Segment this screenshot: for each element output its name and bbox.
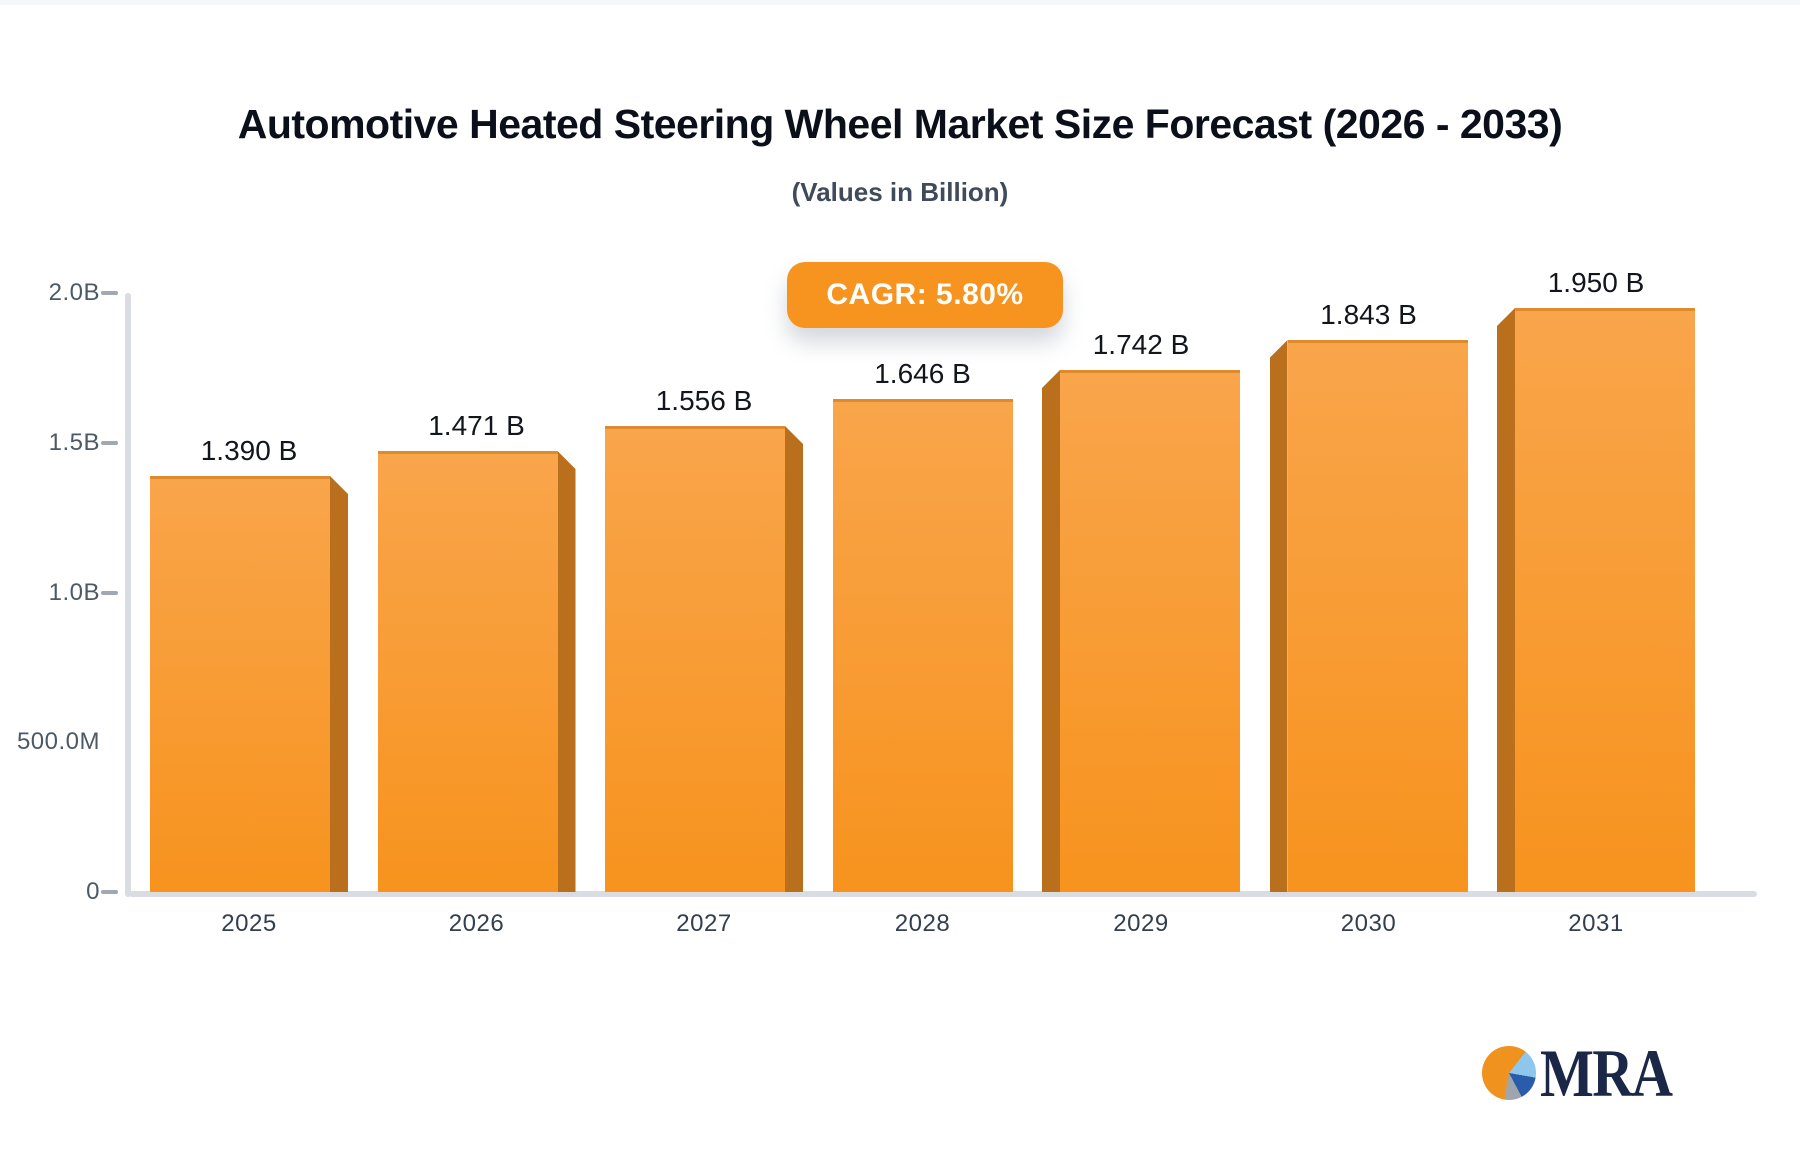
brand-logo-text: MRA (1539, 1035, 1673, 1111)
brand-logo: MRA (1481, 1035, 1696, 1111)
bar-2025: 1.390 B 2025 (150, 435, 348, 937)
bar-body (1060, 370, 1240, 892)
y-axis-tick-label: 2.0B (48, 279, 100, 306)
plot-area: 2.0B 1.5B 1.0B 500.0M 0 1.390 B 2025 1.471 B 202… (0, 5, 1800, 1156)
bar-body (605, 426, 785, 892)
x-axis-category-label: 2030 (1340, 910, 1397, 937)
bar-value-label: 1.950 B (1547, 267, 1645, 298)
bar-2031: 1.950 B 2031 (1497, 267, 1695, 937)
pie-chart-logo-icon (1481, 1046, 1536, 1100)
bar-value-label: 1.843 B (1320, 299, 1417, 330)
chart-subtitle: (Values in Billion) (791, 177, 1009, 207)
bar-2030: 1.843 B 2030 (1269, 299, 1468, 937)
cagr-badge-label: CAGR: 5.80% (826, 278, 1024, 311)
x-axis-category-label: 2025 (221, 910, 277, 937)
x-axis-category-label: 2028 (894, 910, 951, 937)
y-axis-tick-mark (101, 590, 118, 595)
y-axis-tick-mark (101, 291, 118, 295)
bar-value-label: 1.646 B (874, 358, 971, 389)
bar-value-label: 1.556 B (655, 385, 753, 416)
x-axis-line (129, 891, 1757, 897)
chart-title: Automotive Heated Steering Wheel Market … (237, 101, 1563, 147)
bar-3d-side (1269, 340, 1288, 892)
x-axis-category-label: 2026 (448, 910, 505, 937)
y-axis-line (125, 293, 131, 897)
bar-3d-side (785, 426, 803, 892)
bar-body (832, 399, 1013, 892)
x-axis-category-label: 2029 (1113, 910, 1169, 937)
y-axis-tick-mark (101, 440, 118, 445)
bar-2029: 1.742 B 2029 (1042, 329, 1240, 937)
cagr-badge: CAGR: 5.80% (787, 262, 1063, 328)
bar-value-label: 1.742 B (1092, 329, 1190, 360)
y-axis-tick-label: 1.0B (48, 578, 100, 606)
x-axis-category-label: 2031 (1568, 910, 1624, 937)
bar-body (1515, 308, 1695, 892)
bar-value-label: 1.390 B (200, 435, 298, 466)
bar-2026: 1.471 B 2026 (377, 410, 576, 937)
bar-body (150, 476, 330, 892)
y-axis-tick-label: 0 (86, 878, 100, 905)
bar-3d-side (557, 451, 576, 892)
bar-2028: 1.646 B 2028 (832, 358, 1013, 937)
bar-3d-side (1042, 370, 1060, 892)
bar-3d-side (1497, 308, 1515, 892)
y-axis-tick-label: 500.0M (16, 728, 100, 756)
bar-body (377, 451, 558, 892)
bar-value-label: 1.471 B (428, 410, 525, 441)
y-axis-tick-mark (101, 890, 118, 894)
bar-2027: 1.556 B 2027 (605, 385, 803, 937)
bar-body (1287, 340, 1468, 892)
y-axis-tick-label: 1.5B (48, 428, 100, 456)
x-axis-category-label: 2027 (676, 910, 732, 937)
bar-3d-side (330, 476, 348, 892)
